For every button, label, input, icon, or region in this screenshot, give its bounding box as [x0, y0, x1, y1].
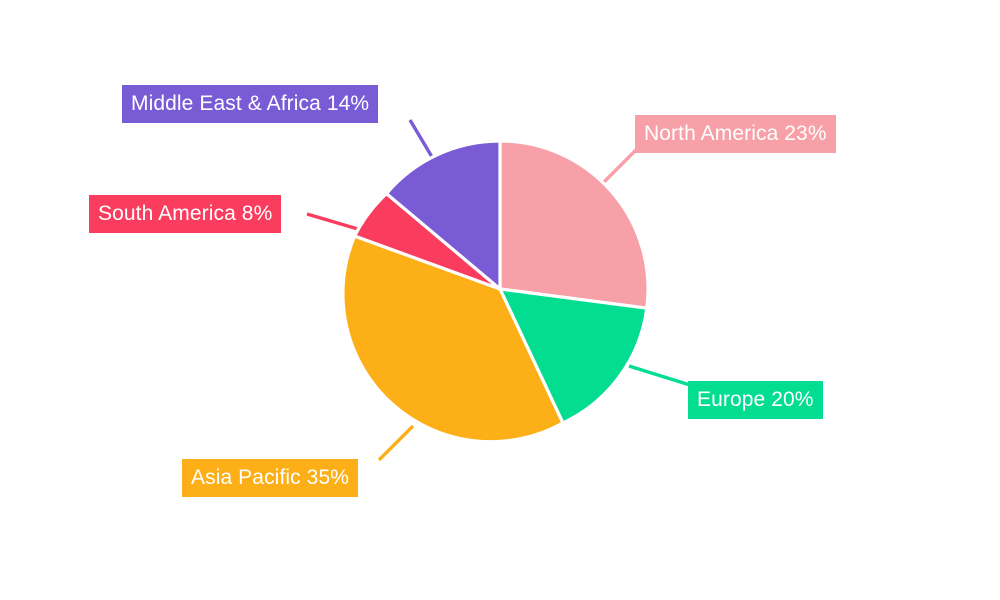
pie-slice-asia-pacific[interactable] [341, 233, 565, 444]
pie-slice-europe[interactable] [497, 287, 649, 426]
pie-label-middle-east-africa[interactable]: Middle East & Africa 14% [122, 85, 379, 123]
leader-line-europe [628, 364, 691, 387]
pie-slices [341, 139, 650, 444]
leader-line-asia-pacific [377, 424, 415, 462]
pie-slice-middle-east-africa[interactable] [384, 139, 502, 293]
pie-slice-north-america[interactable] [498, 139, 650, 310]
pie-label-north-america[interactable]: North America 23% [635, 115, 836, 153]
pie-label-south-america[interactable]: South America 8% [89, 195, 282, 233]
pie-label-europe[interactable]: Europe 20% [688, 381, 823, 419]
pie-label-asia-pacific[interactable]: Asia Pacific 35% [182, 459, 359, 497]
